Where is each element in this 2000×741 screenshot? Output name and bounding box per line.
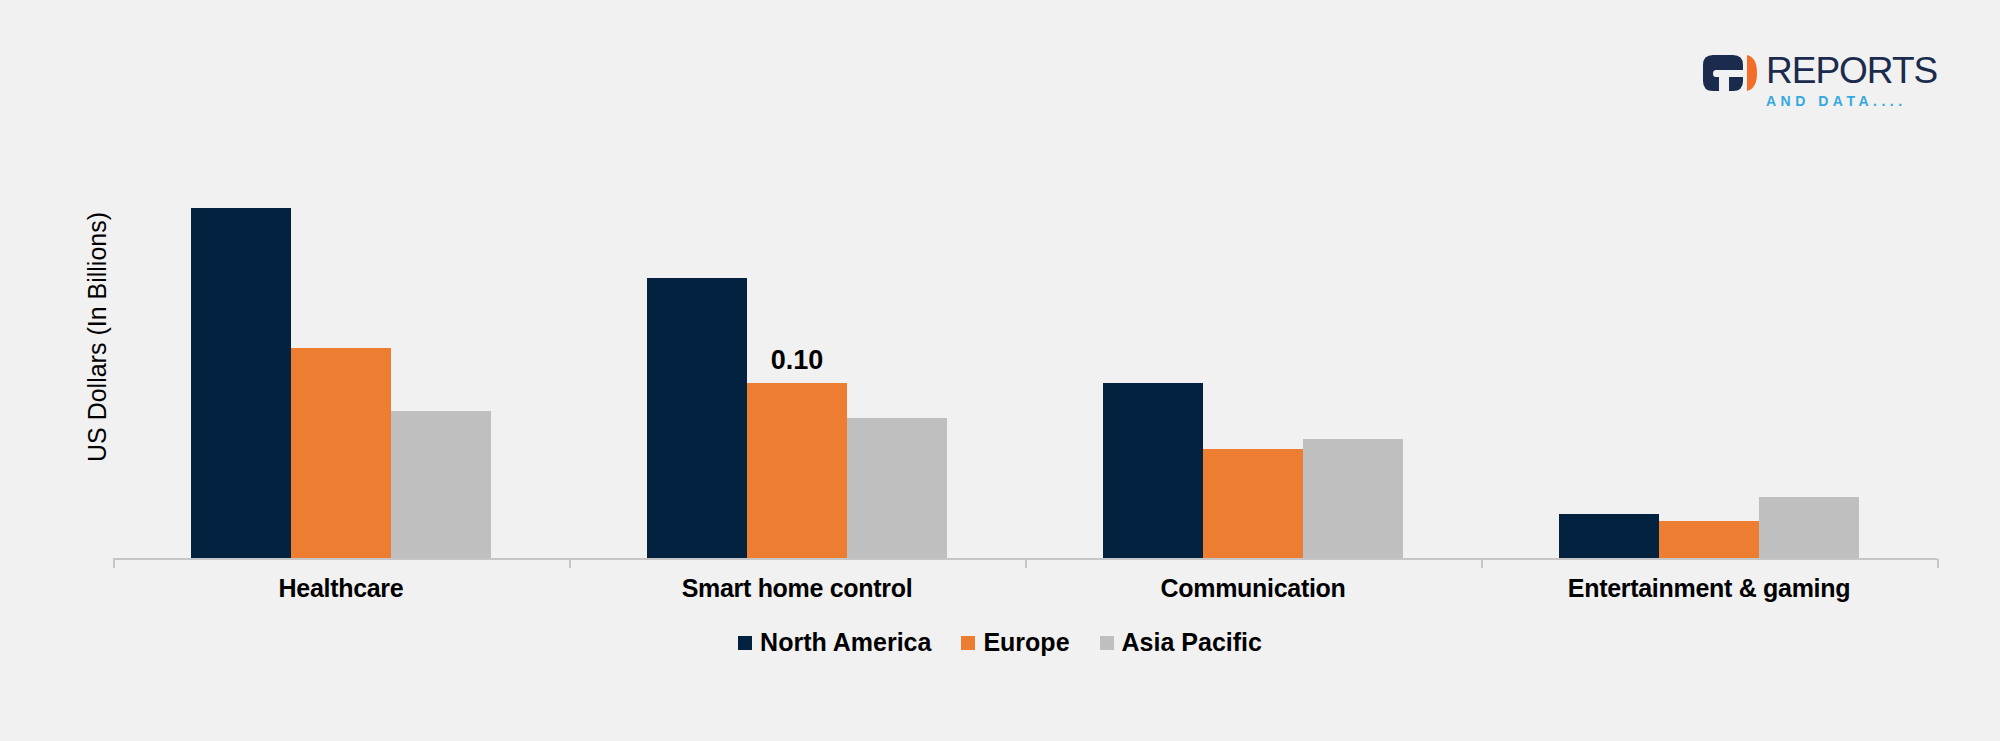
bar-europe: [291, 348, 391, 558]
legend-item-north-america: North America: [738, 628, 931, 657]
x-axis-tick: [113, 559, 115, 568]
legend: North America Europe Asia Pacific: [0, 628, 2000, 657]
bar-asia-pacific: [391, 411, 491, 558]
bar-asia-pacific: [1759, 497, 1859, 558]
bar-north-america: [191, 208, 291, 558]
category-label-entertainment-gaming: Entertainment & gaming: [1481, 574, 1937, 603]
legend-label: Europe: [983, 628, 1069, 657]
legend-swatch: [738, 636, 752, 650]
bar-north-america: [647, 278, 747, 558]
legend-swatch: [961, 636, 975, 650]
bar-europe: [1203, 449, 1303, 558]
bar-value-label: 0.10: [747, 345, 847, 376]
bar-asia-pacific: [1303, 439, 1403, 558]
bar-north-america: [1103, 383, 1203, 558]
legend-swatch: [1100, 636, 1114, 650]
bar-asia-pacific: [847, 418, 947, 558]
legend-item-asia-pacific: Asia Pacific: [1100, 628, 1262, 657]
x-axis-tick: [1025, 559, 1027, 568]
chart-page: REPORTS AND DATA.... US Dollars (In Bill…: [0, 0, 2000, 741]
x-axis-tick: [1937, 559, 1939, 568]
legend-item-europe: Europe: [961, 628, 1069, 657]
bar-europe: [1659, 521, 1759, 558]
category-label-smart-home-control: Smart home control: [569, 574, 1025, 603]
bar-europe: [747, 383, 847, 558]
bar-north-america: [1559, 514, 1659, 558]
category-label-healthcare: Healthcare: [113, 574, 569, 603]
legend-label: Asia Pacific: [1122, 628, 1262, 657]
x-axis-tick: [1481, 559, 1483, 568]
legend-label: North America: [760, 628, 931, 657]
x-axis-tick: [569, 559, 571, 568]
category-label-communication: Communication: [1025, 574, 1481, 603]
